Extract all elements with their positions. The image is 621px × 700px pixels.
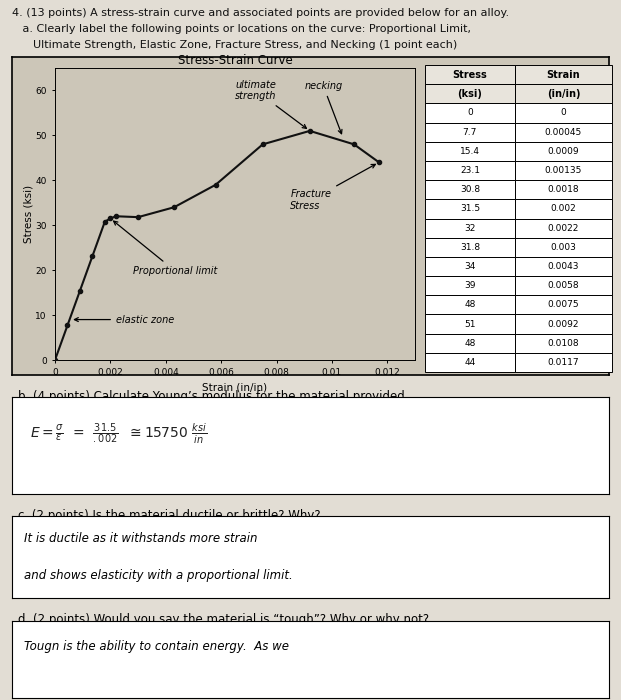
Text: (ksi): (ksi) — [458, 89, 483, 99]
Bar — [515, 295, 612, 314]
Bar — [515, 353, 612, 372]
Text: Stress: Stress — [453, 69, 487, 80]
Bar — [515, 199, 612, 218]
Text: b. (4 points) Calculate Young’s modulus for the material provided: b. (4 points) Calculate Young’s modulus … — [19, 391, 405, 403]
Text: 48: 48 — [464, 339, 476, 348]
Text: 51: 51 — [464, 319, 476, 328]
Text: a. Clearly label the following points or locations on the curve: Proportional Li: a. Clearly label the following points or… — [12, 24, 471, 34]
Text: Fracture
Stress: Fracture Stress — [291, 164, 375, 211]
Bar — [515, 238, 612, 257]
Bar — [425, 199, 515, 218]
Bar — [425, 180, 515, 200]
Text: 31.5: 31.5 — [460, 204, 480, 214]
Text: and shows elasticity with a proportional limit.: and shows elasticity with a proportional… — [24, 569, 293, 582]
Text: 39: 39 — [464, 281, 476, 290]
Bar — [515, 141, 612, 161]
Text: 44: 44 — [465, 358, 476, 367]
Text: 0.0117: 0.0117 — [548, 358, 579, 367]
Bar — [425, 314, 515, 334]
Text: 0: 0 — [467, 108, 473, 118]
Text: elastic zone: elastic zone — [75, 314, 174, 325]
Bar — [425, 84, 515, 104]
Bar — [425, 104, 515, 122]
Text: necking: necking — [304, 81, 342, 134]
Text: 0.0043: 0.0043 — [548, 262, 579, 271]
Text: d. (2 points) Would you say the material is “tough”? Why or why not?: d. (2 points) Would you say the material… — [19, 613, 430, 626]
Text: 34: 34 — [464, 262, 476, 271]
Text: $E = \frac{\sigma}{\varepsilon}$  =  $\frac{31.5}{.002}$  $\cong 15750\ \frac{ks: $E = \frac{\sigma}{\varepsilon}$ = $\fra… — [30, 421, 207, 446]
Bar — [515, 104, 612, 122]
Text: 0.0092: 0.0092 — [548, 319, 579, 328]
Text: ultimate
strength: ultimate strength — [235, 80, 306, 128]
Bar — [515, 122, 612, 141]
Text: 32: 32 — [464, 223, 476, 232]
Text: 0.0022: 0.0022 — [548, 223, 579, 232]
Text: Strain: Strain — [546, 69, 580, 80]
Text: 0.00135: 0.00135 — [545, 166, 582, 175]
Bar — [515, 65, 612, 84]
Bar — [515, 314, 612, 334]
Bar — [425, 276, 515, 295]
Text: 23.1: 23.1 — [460, 166, 480, 175]
Text: 0.003: 0.003 — [550, 243, 576, 252]
Bar — [425, 334, 515, 353]
Title: Stress-Strain Curve: Stress-Strain Curve — [178, 54, 292, 66]
Text: 31.8: 31.8 — [460, 243, 480, 252]
Text: 15.4: 15.4 — [460, 147, 480, 156]
Bar — [515, 84, 612, 104]
Bar — [515, 257, 612, 276]
Text: 0.0009: 0.0009 — [548, 147, 579, 156]
Text: 0.0058: 0.0058 — [548, 281, 579, 290]
Y-axis label: Stress (ksi): Stress (ksi) — [24, 185, 34, 243]
Bar — [425, 257, 515, 276]
Bar — [425, 161, 515, 180]
Bar — [515, 161, 612, 180]
Text: 0.0108: 0.0108 — [548, 339, 579, 348]
Text: Ultimate Strength, Elastic Zone, Fracture Stress, and Necking (1 point each): Ultimate Strength, Elastic Zone, Fractur… — [12, 40, 458, 50]
Text: It is ductile as it withstands more strain: It is ductile as it withstands more stra… — [24, 533, 258, 545]
Bar — [515, 334, 612, 353]
Text: 0.00045: 0.00045 — [545, 127, 582, 136]
Text: 30.8: 30.8 — [460, 186, 480, 194]
Text: 0: 0 — [561, 108, 566, 118]
Text: (in/in): (in/in) — [546, 89, 580, 99]
Text: c. (2 points) Is the material ductile or brittle? Why?: c. (2 points) Is the material ductile or… — [19, 510, 321, 522]
Bar — [425, 141, 515, 161]
Text: Tougn is the ability to contain energy.  As we: Tougn is the ability to contain energy. … — [24, 640, 289, 653]
Bar — [425, 218, 515, 238]
Bar — [425, 295, 515, 314]
Bar — [425, 238, 515, 257]
Bar — [425, 65, 515, 84]
Bar — [425, 122, 515, 141]
Text: 0.0018: 0.0018 — [548, 186, 579, 194]
Text: 0.0075: 0.0075 — [548, 300, 579, 309]
Text: 48: 48 — [464, 300, 476, 309]
X-axis label: Strain (in/in): Strain (in/in) — [202, 383, 268, 393]
Bar — [515, 180, 612, 200]
Bar — [425, 353, 515, 372]
Bar — [515, 276, 612, 295]
Text: 0.002: 0.002 — [550, 204, 576, 214]
Text: 7.7: 7.7 — [463, 127, 477, 136]
Text: Proportional limit: Proportional limit — [114, 221, 217, 276]
Bar — [515, 218, 612, 238]
Text: 4. (13 points) A stress-strain curve and associated points are provided below fo: 4. (13 points) A stress-strain curve and… — [12, 8, 510, 18]
